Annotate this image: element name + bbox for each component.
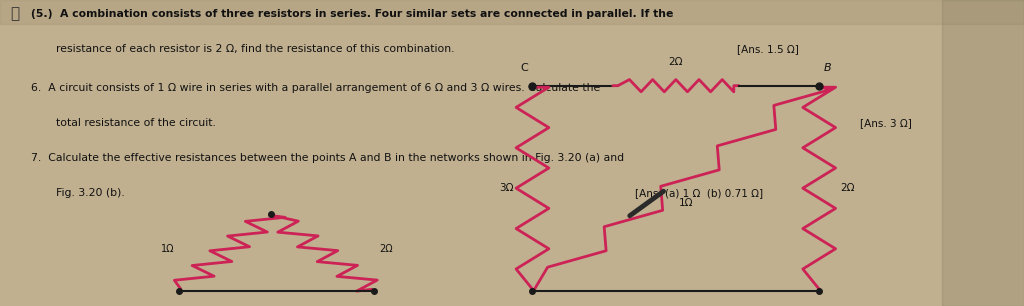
- Text: [Ans. 3 Ω]: [Ans. 3 Ω]: [860, 118, 912, 128]
- Text: 7.  Calculate the effective resistances between the points A and B in the networ: 7. Calculate the effective resistances b…: [31, 153, 624, 163]
- Text: (5.)  A combination consists of three resistors in series. Four similar sets are: (5.) A combination consists of three res…: [31, 9, 673, 19]
- Text: 2Ω: 2Ω: [379, 244, 392, 254]
- Text: resistance of each resistor is 2 Ω, find the resistance of this combination.: resistance of each resistor is 2 Ω, find…: [56, 44, 455, 54]
- Text: ⓤ: ⓤ: [10, 6, 19, 21]
- Text: Fig. 3.20 (b).: Fig. 3.20 (b).: [56, 188, 125, 198]
- Text: 1Ω: 1Ω: [679, 199, 693, 208]
- Text: 6.  A circuit consists of 1 Ω wire in series with a parallel arrangement of 6 Ω : 6. A circuit consists of 1 Ω wire in ser…: [31, 83, 600, 93]
- Text: 2Ω: 2Ω: [841, 183, 855, 193]
- Text: [Ans. (a) 1 Ω  (b) 0.71 Ω]: [Ans. (a) 1 Ω (b) 0.71 Ω]: [635, 188, 763, 198]
- Text: 2Ω: 2Ω: [669, 57, 683, 67]
- Bar: [0, 0, 1024, 24]
- Text: 3Ω: 3Ω: [500, 183, 514, 193]
- Bar: [942, 0, 1024, 306]
- Text: [Ans. 1.5 Ω]: [Ans. 1.5 Ω]: [737, 44, 799, 54]
- Text: B: B: [823, 63, 831, 73]
- Text: C: C: [520, 63, 528, 73]
- Text: 1Ω: 1Ω: [161, 244, 174, 254]
- Text: total resistance of the circuit.: total resistance of the circuit.: [56, 118, 216, 128]
